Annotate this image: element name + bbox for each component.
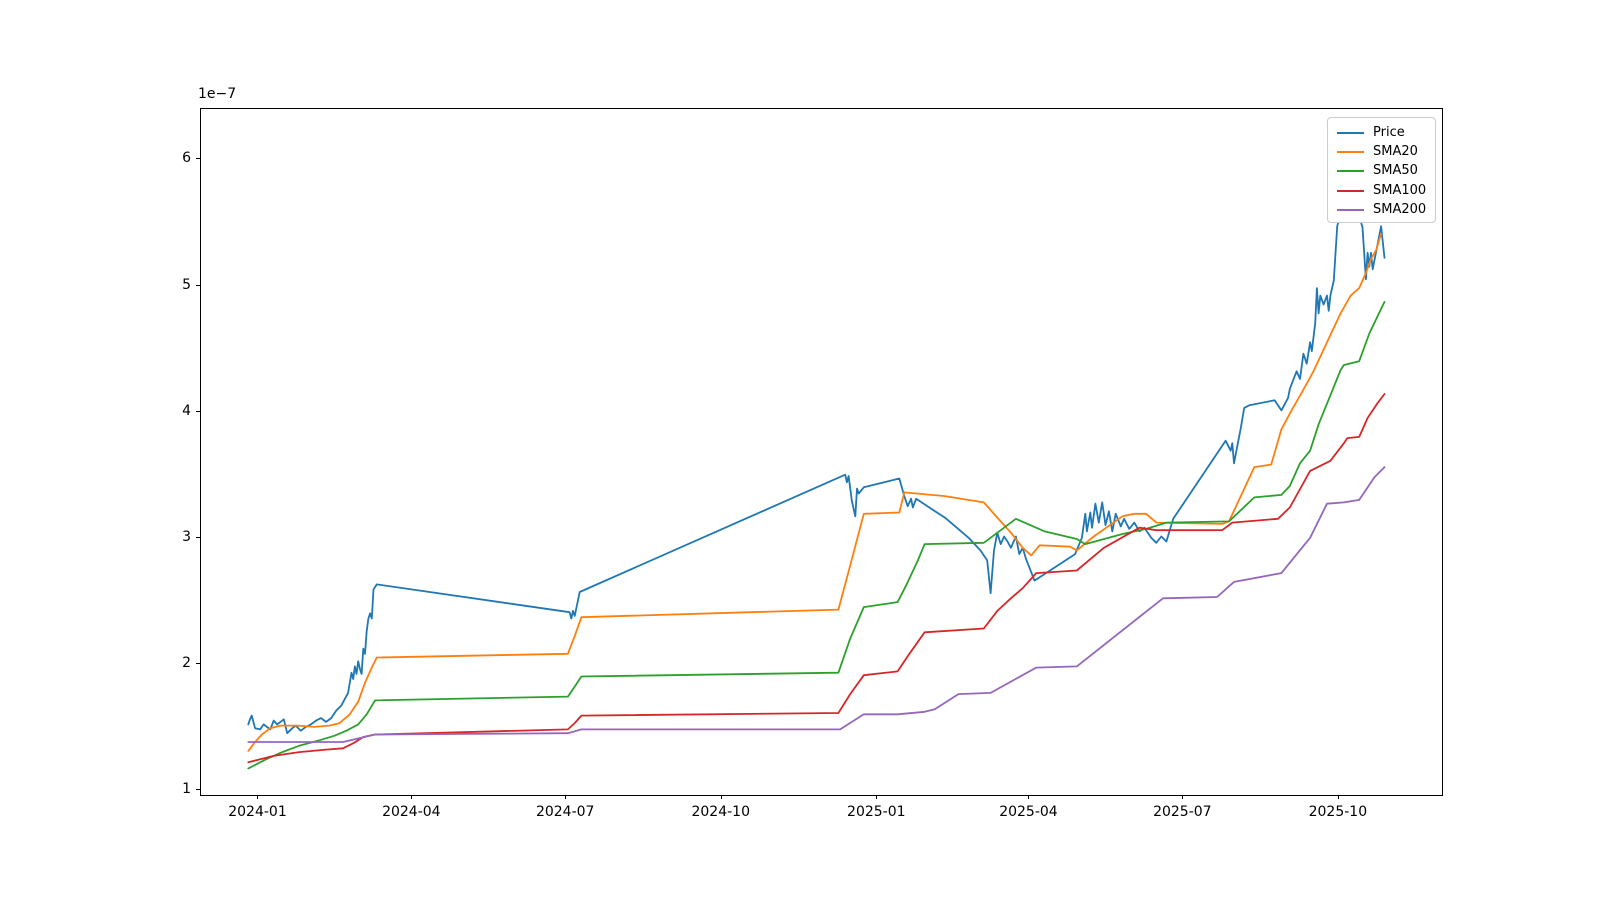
series-line-sma50 xyxy=(247,300,1386,770)
x-tick-label: 2025-10 xyxy=(1308,804,1368,820)
y-axis-offset-label: 1e−7 xyxy=(198,86,237,102)
x-tick-mark xyxy=(876,795,878,799)
x-tick-label: 2024-10 xyxy=(691,804,750,820)
legend-label-sma100: SMA100 xyxy=(1373,182,1427,198)
y-tick-mark xyxy=(196,158,200,160)
legend-item-sma200: SMA200 xyxy=(1337,201,1428,220)
x-tick-label: 2025-01 xyxy=(847,804,906,820)
y-tick-mark xyxy=(196,662,200,664)
y-tick-label: 5 xyxy=(182,276,191,293)
legend-line-sma200 xyxy=(1337,209,1364,212)
series-line-sma200 xyxy=(247,466,1386,743)
x-tick-label: 2025-07 xyxy=(1153,804,1212,820)
series-line-price xyxy=(247,202,1386,735)
legend-label-sma20: SMA20 xyxy=(1373,144,1418,160)
y-tick-label: 2 xyxy=(182,654,191,671)
x-tick-mark xyxy=(411,795,413,799)
x-tick-mark xyxy=(257,795,259,799)
legend-item-sma20: SMA20 xyxy=(1337,142,1428,161)
legend-line-price xyxy=(1337,131,1364,134)
series-line-sma20 xyxy=(247,232,1382,752)
y-tick-mark xyxy=(196,284,200,286)
y-tick-mark xyxy=(196,536,200,538)
legend-item-price: Price xyxy=(1337,123,1428,142)
y-tick-mark xyxy=(196,788,200,790)
legend: Price SMA20 SMA50 SMA100 SMA200 xyxy=(1327,117,1436,223)
legend-line-sma50 xyxy=(1337,170,1364,173)
legend-label-sma200: SMA200 xyxy=(1373,202,1427,218)
x-tick-mark xyxy=(565,795,567,799)
y-tick-label: 1 xyxy=(182,780,191,797)
y-tick-label: 4 xyxy=(182,402,191,419)
x-tick-mark xyxy=(1182,795,1184,799)
legend-item-sma100: SMA100 xyxy=(1337,181,1428,200)
x-tick-mark xyxy=(1028,795,1030,799)
x-tick-mark xyxy=(1337,795,1339,799)
series-lines xyxy=(247,202,1386,770)
series-line-sma100 xyxy=(247,393,1386,764)
legend-label-sma50: SMA50 xyxy=(1373,163,1418,179)
y-tick-label: 3 xyxy=(182,528,191,545)
x-tick-mark xyxy=(720,795,722,799)
x-tick-label: 2025-04 xyxy=(999,804,1058,820)
legend-line-sma100 xyxy=(1337,189,1364,192)
legend-item-sma50: SMA50 xyxy=(1337,162,1428,181)
y-tick-mark xyxy=(196,410,200,412)
x-tick-label: 2024-01 xyxy=(228,804,287,820)
legend-label-price: Price xyxy=(1373,124,1405,140)
x-tick-label: 2024-04 xyxy=(382,804,441,820)
x-tick-label: 2024-07 xyxy=(535,804,595,820)
y-tick-label: 6 xyxy=(182,150,191,167)
legend-line-sma20 xyxy=(1337,151,1364,154)
plot-area: Price SMA20 SMA50 SMA100 SMA200 xyxy=(200,108,1443,796)
